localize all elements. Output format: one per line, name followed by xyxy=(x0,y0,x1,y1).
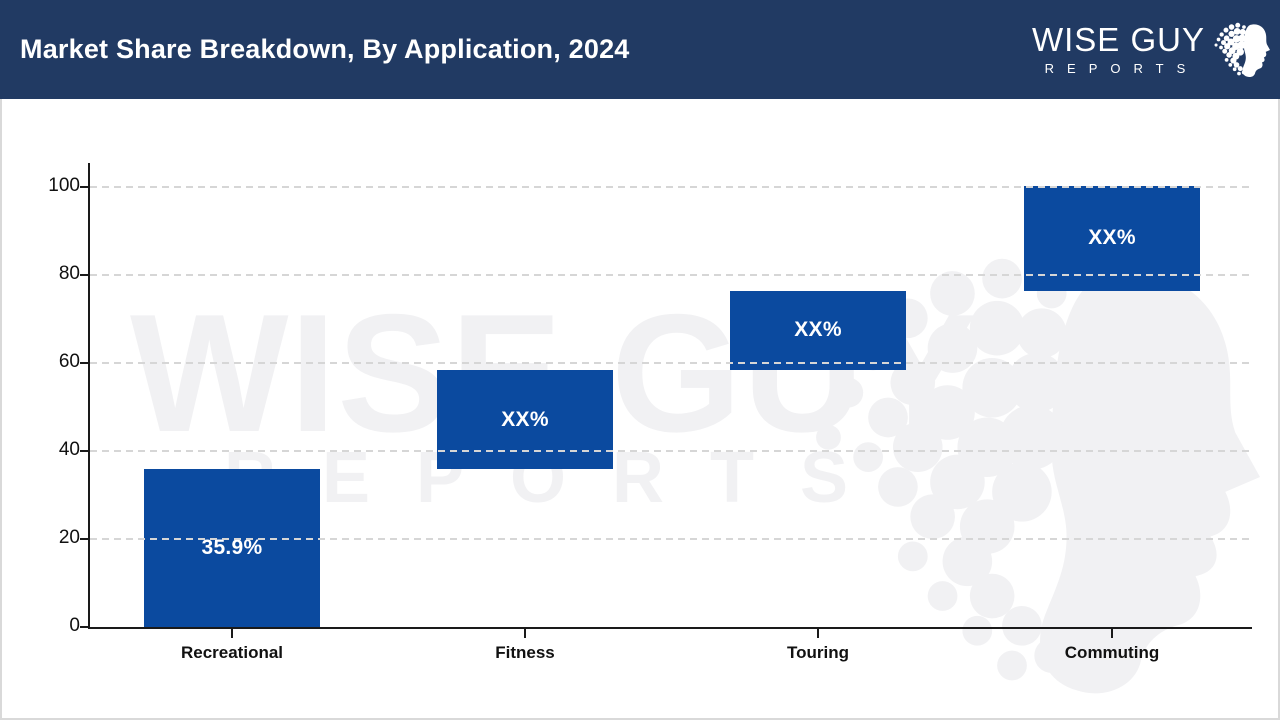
bar-value-label: XX% xyxy=(1088,226,1136,250)
header-bar: Market Share Breakdown, By Application, … xyxy=(0,0,1280,99)
x-tick-mark xyxy=(817,629,819,638)
logo-wordmark: WISE GUY xyxy=(1031,21,1205,59)
category-label: Commuting xyxy=(1064,643,1160,662)
wiseguy-face-icon xyxy=(1214,22,1270,77)
gridline xyxy=(90,186,1252,188)
y-tick-mark xyxy=(80,186,90,188)
y-tick-label: 60 xyxy=(58,351,80,372)
bar-value-label: XX% xyxy=(794,318,842,342)
plot-area: 0 20 40 60 80 100 35.9% XX% XX% XX% Recreational Fi… xyxy=(2,99,1278,718)
wiseguy-logo: WISE GUY REPORTS xyxy=(1032,5,1270,94)
y-tick-mark xyxy=(80,626,90,628)
bar-value-label: 35.9% xyxy=(201,536,263,559)
category-label: Fitness xyxy=(495,643,555,662)
x-tick-mark xyxy=(1111,629,1113,638)
y-axis-line xyxy=(88,163,90,629)
x-axis-line xyxy=(88,627,1252,629)
y-tick-mark xyxy=(80,538,90,540)
logo-subtitle: REPORTS xyxy=(1044,60,1199,76)
gridline xyxy=(90,362,1252,364)
x-tick-mark xyxy=(524,629,526,638)
y-tick-mark xyxy=(80,362,90,364)
x-tick-mark xyxy=(231,629,233,638)
gridline xyxy=(90,274,1252,276)
category-label: Recreational xyxy=(180,643,284,662)
chart-canvas: WISE GUY REPORTS 0 20 40 60 80 100 35.9% XX% XX%… xyxy=(0,99,1280,720)
logo-text: WISE GUY REPORTS xyxy=(1032,23,1205,76)
y-tick-mark xyxy=(80,450,90,452)
y-tick-label: 80 xyxy=(58,263,80,284)
gridline xyxy=(90,538,1252,540)
bar: XX% xyxy=(730,290,906,371)
bar: 35.9% xyxy=(144,469,320,627)
category-label: Touring xyxy=(787,643,849,662)
bar: XX% xyxy=(437,370,613,470)
y-tick-label: 0 xyxy=(69,615,80,636)
gridline xyxy=(90,450,1252,452)
y-tick-label: 20 xyxy=(58,527,80,548)
y-tick-label: 100 xyxy=(48,175,80,196)
bar-value-label: XX% xyxy=(501,407,549,431)
y-tick-label: 40 xyxy=(58,439,80,460)
page-title: Market Share Breakdown, By Application, … xyxy=(20,34,630,64)
y-tick-mark xyxy=(80,274,90,276)
